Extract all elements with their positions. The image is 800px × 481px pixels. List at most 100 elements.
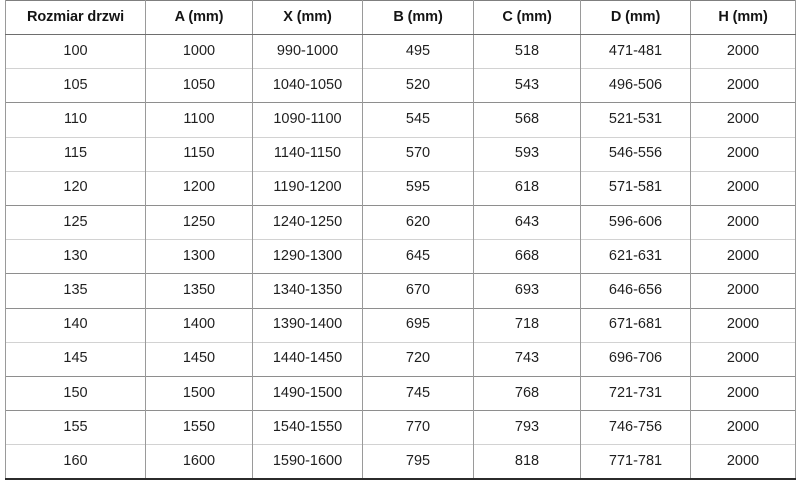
table-row: 135 1350 1340-1350 670 693 646-656 2000 (5, 273, 796, 308)
column-header-d-mm: D (mm) (580, 0, 691, 35)
table-cell: 571-581 (580, 171, 691, 206)
table-row: 150 1500 1490-1500 745 768 721-731 2000 (5, 376, 796, 411)
table-row: 160 1600 1590-1600 795 818 771-781 2000 (5, 444, 796, 480)
table-row: 155 1550 1540-1550 770 793 746-756 2000 (5, 410, 796, 445)
table-row: 125 1250 1240-1250 620 643 596-606 2000 (5, 205, 796, 240)
table-cell: 1140-1150 (252, 137, 363, 172)
column-header-h-mm: H (mm) (690, 0, 796, 35)
table-cell: 570 (362, 137, 474, 172)
table-cell: 1150 (145, 137, 253, 172)
table-cell: 770 (362, 410, 474, 445)
table-cell: 1300 (145, 239, 253, 274)
table-cell: 671-681 (580, 308, 691, 343)
table-row: 105 1050 1040-1050 520 543 496-506 2000 (5, 68, 796, 103)
table-cell: 1390-1400 (252, 308, 363, 343)
table-cell: 120 (5, 171, 146, 206)
table-cell: 1240-1250 (252, 205, 363, 240)
table-cell: 520 (362, 68, 474, 103)
table-cell: 521-531 (580, 102, 691, 138)
table-cell: 495 (362, 34, 474, 69)
column-header-c-mm: C (mm) (473, 0, 581, 35)
table-cell: 1090-1100 (252, 102, 363, 138)
table-cell: 1290-1300 (252, 239, 363, 274)
table-cell: 595 (362, 171, 474, 206)
column-header-b-mm: B (mm) (362, 0, 474, 35)
table-cell: 545 (362, 102, 474, 138)
table-cell: 818 (473, 444, 581, 480)
table-cell: 646-656 (580, 273, 691, 308)
table-cell: 100 (5, 34, 146, 69)
table-cell: 771-781 (580, 444, 691, 480)
table-cell: 2000 (690, 342, 796, 377)
table-cell: 518 (473, 34, 581, 69)
table-cell: 693 (473, 273, 581, 308)
table-cell: 150 (5, 376, 146, 411)
table-cell: 793 (473, 410, 581, 445)
table-row: 145 1450 1440-1450 720 743 696-706 2000 (5, 342, 796, 377)
table-row: 115 1150 1140-1150 570 593 546-556 2000 (5, 137, 796, 172)
table-row: 100 1000 990-1000 495 518 471-481 2000 (5, 34, 796, 69)
table-cell: 2000 (690, 308, 796, 343)
table-cell: 135 (5, 273, 146, 308)
table-cell: 1540-1550 (252, 410, 363, 445)
table-header: Rozmiar drzwi A (mm) X (mm) B (mm) C (mm… (5, 0, 796, 35)
table-cell: 2000 (690, 205, 796, 240)
table-row: 120 1200 1190-1200 595 618 571-581 2000 (5, 171, 796, 206)
table-row: 110 1100 1090-1100 545 568 521-531 2000 (5, 102, 796, 138)
table-cell: 155 (5, 410, 146, 445)
table-cell: 2000 (690, 68, 796, 103)
table-cell: 596-606 (580, 205, 691, 240)
door-size-spec-table-container: Rozmiar drzwi A (mm) X (mm) B (mm) C (mm… (5, 0, 796, 481)
table-cell: 618 (473, 171, 581, 206)
table-row: 130 1300 1290-1300 645 668 621-631 2000 (5, 239, 796, 274)
table-cell: 1440-1450 (252, 342, 363, 377)
table-cell: 1250 (145, 205, 253, 240)
table-cell: 1040-1050 (252, 68, 363, 103)
table-cell: 1490-1500 (252, 376, 363, 411)
table-cell: 2000 (690, 273, 796, 308)
table-cell: 670 (362, 273, 474, 308)
table-cell: 160 (5, 444, 146, 480)
table-cell: 2000 (690, 137, 796, 172)
table-cell: 620 (362, 205, 474, 240)
table-cell: 2000 (690, 239, 796, 274)
table-cell: 645 (362, 239, 474, 274)
table-row: 140 1400 1390-1400 695 718 671-681 2000 (5, 308, 796, 343)
table-cell: 2000 (690, 102, 796, 138)
table-cell: 2000 (690, 444, 796, 480)
table-cell: 1500 (145, 376, 253, 411)
column-header-rozmiar-drzwi: Rozmiar drzwi (5, 0, 146, 35)
table-cell: 1190-1200 (252, 171, 363, 206)
table-cell: 768 (473, 376, 581, 411)
table-cell: 2000 (690, 376, 796, 411)
table-cell: 643 (473, 205, 581, 240)
table-cell: 1350 (145, 273, 253, 308)
table-header-row: Rozmiar drzwi A (mm) X (mm) B (mm) C (mm… (5, 0, 796, 35)
table-cell: 145 (5, 342, 146, 377)
table-cell: 1450 (145, 342, 253, 377)
table-cell: 543 (473, 68, 581, 103)
table-cell: 115 (5, 137, 146, 172)
table-cell: 720 (362, 342, 474, 377)
table-cell: 721-731 (580, 376, 691, 411)
table-cell: 140 (5, 308, 146, 343)
table-cell: 1600 (145, 444, 253, 480)
table-cell: 1550 (145, 410, 253, 445)
table-cell: 745 (362, 376, 474, 411)
table-cell: 1340-1350 (252, 273, 363, 308)
table-cell: 2000 (690, 34, 796, 69)
table-cell: 130 (5, 239, 146, 274)
table-cell: 746-756 (580, 410, 691, 445)
table-cell: 593 (473, 137, 581, 172)
column-header-a-mm: A (mm) (145, 0, 253, 35)
table-cell: 621-631 (580, 239, 691, 274)
table-cell: 668 (473, 239, 581, 274)
table-cell: 546-556 (580, 137, 691, 172)
table-cell: 125 (5, 205, 146, 240)
table-cell: 105 (5, 68, 146, 103)
table-cell: 568 (473, 102, 581, 138)
table-cell: 471-481 (580, 34, 691, 69)
table-cell: 2000 (690, 171, 796, 206)
table-cell: 110 (5, 102, 146, 138)
table-cell: 2000 (690, 410, 796, 445)
